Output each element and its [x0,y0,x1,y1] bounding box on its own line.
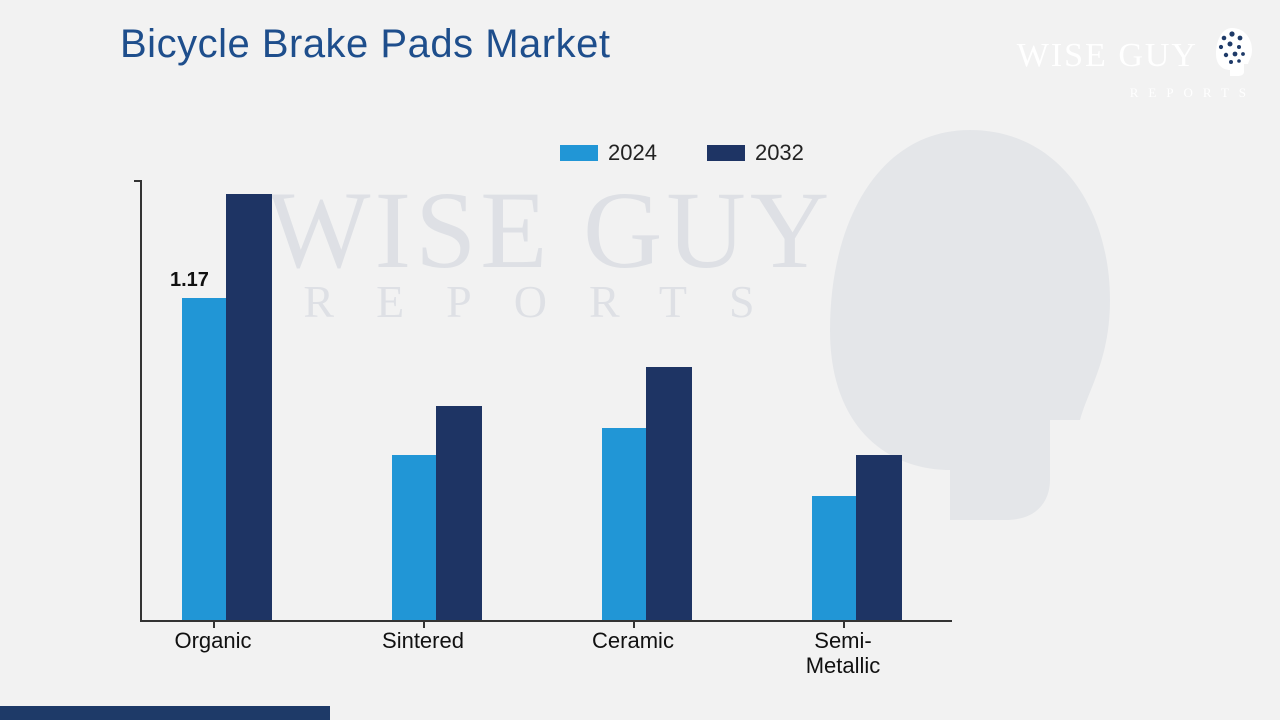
legend-label-2032: 2032 [755,140,804,166]
bar-group [167,194,287,620]
bar [392,455,438,620]
legend-item-2032: 2032 [707,140,804,166]
x-tick [213,620,215,628]
bar [856,455,902,620]
right-panel [965,0,1280,720]
category-label: Semi-Metallic [773,628,913,679]
chart: Market Size in USD Billion OrganicSinter… [120,180,950,680]
bar [226,194,272,620]
canvas: WISE GUY REPORTS Bicycle Brake Pads Mark… [0,0,1280,720]
legend-label-2024: 2024 [608,140,657,166]
logo-head-icon [1202,24,1256,87]
logo-line-2: REPORTS [1017,85,1256,101]
bar [182,298,228,620]
bar-group [377,406,497,621]
legend-item-2024: 2024 [560,140,657,166]
x-tick [843,620,845,628]
plot-area: OrganicSinteredCeramicSemi-Metallic1.17 [140,180,952,622]
legend: 2024 2032 [560,140,804,166]
bar [812,496,858,620]
chart-title: Bicycle Brake Pads Market [120,22,610,67]
logo-line-1: WISE GUY [1017,37,1198,75]
bar-group [587,367,707,620]
category-label: Organic [143,628,283,653]
category-label: Ceramic [563,628,703,653]
category-label: Sintered [353,628,493,653]
legend-swatch-2024 [560,145,598,161]
brand-logo: WISE GUY REPORTS [1017,24,1256,101]
x-tick [633,620,635,628]
bar-group [797,455,917,620]
bar [602,428,648,621]
x-tick [423,620,425,628]
value-label: 1.17 [170,269,209,292]
bar [436,406,482,621]
y-tick [134,180,142,182]
legend-swatch-2032 [707,145,745,161]
bar [646,367,692,620]
bottom-accent-bar [0,706,330,720]
